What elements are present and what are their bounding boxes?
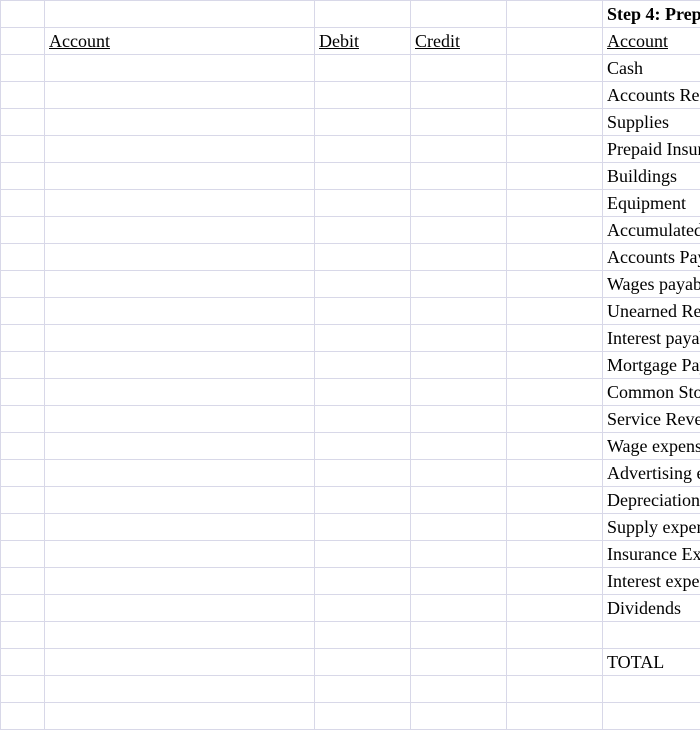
account-row-14: Wage expense xyxy=(603,433,700,460)
account-row-8: Wages payabl xyxy=(603,271,700,298)
account-row-1: Accounts Rec xyxy=(603,82,700,109)
account-row-2: Supplies xyxy=(603,109,700,136)
account-row-0: Cash xyxy=(603,55,700,82)
account-row-11: Mortgage Pay xyxy=(603,352,700,379)
col-header-debit: Debit xyxy=(315,28,411,55)
account-row-9: Unearned Rev xyxy=(603,298,700,325)
col-header-account-right: Account xyxy=(603,28,700,55)
account-row-13: Service Rever xyxy=(603,406,700,433)
account-row-17: Supply expen xyxy=(603,514,700,541)
account-row-5: Equipment xyxy=(603,190,700,217)
account-row-20: Dividends xyxy=(603,595,700,622)
account-row-10: Interest payab xyxy=(603,325,700,352)
col-header-account-left: Account xyxy=(45,28,315,55)
account-row-16: Depreciation xyxy=(603,487,700,514)
account-row-7: Accounts Pay xyxy=(603,244,700,271)
step4-heading: Step 4: Prepa xyxy=(603,1,700,28)
account-row-15: Advertising e xyxy=(603,460,700,487)
account-row-4: Buildings xyxy=(603,163,700,190)
col-header-credit: Credit xyxy=(411,28,507,55)
account-row-3: Prepaid Insura xyxy=(603,136,700,163)
account-row-12: Common Stoc xyxy=(603,379,700,406)
account-row-19: Interest expen xyxy=(603,568,700,595)
spreadsheet-table: Step 4: PrepaAccountDebitCreditAccountCa… xyxy=(0,0,700,730)
account-row-18: Insurance Exp xyxy=(603,541,700,568)
account-row-6: Accumulated xyxy=(603,217,700,244)
total-label: TOTAL xyxy=(603,649,700,676)
